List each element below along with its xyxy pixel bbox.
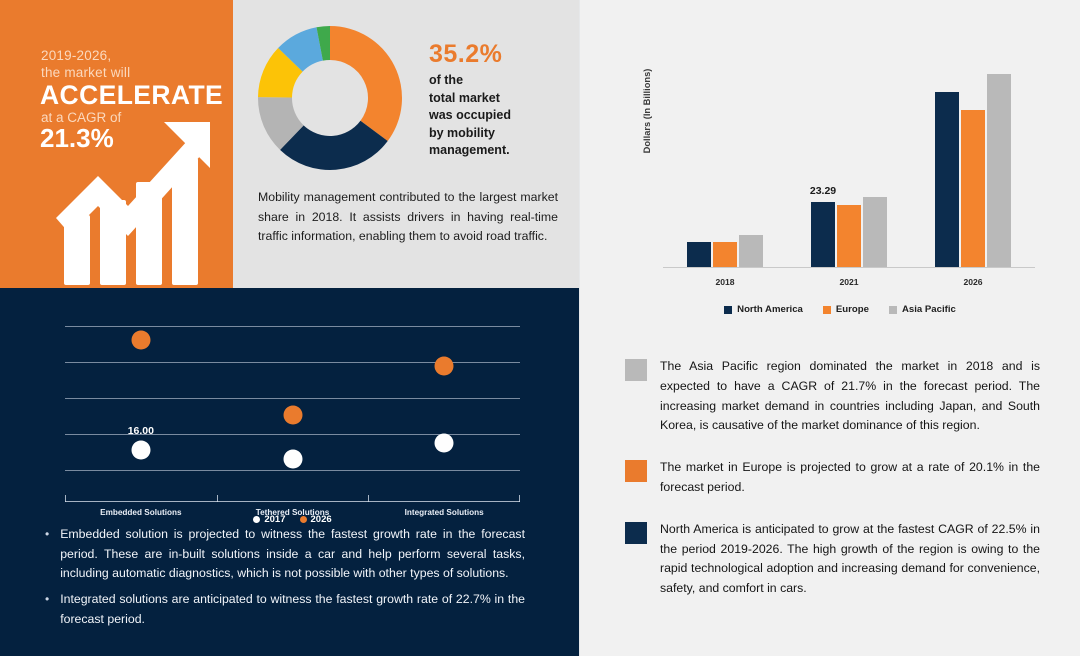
dotplot-tick xyxy=(519,495,520,502)
europe-swatch xyxy=(625,460,647,483)
dotplot-category-label: Tethered Solutions xyxy=(255,508,330,517)
left-column: 2019-2026, the market will ACCELERATE at… xyxy=(0,0,580,656)
dotplot-legend-item[interactable]: 2017 xyxy=(253,514,286,525)
dotplot-data-label: 16.00 xyxy=(127,425,154,438)
region-notes-list: The Asia Pacific region dominated the ma… xyxy=(625,357,1040,621)
bar-chart-bar xyxy=(739,234,763,267)
share-percent: 35.2% xyxy=(429,40,503,68)
dotplot-legend-label: 2017 xyxy=(264,514,286,525)
regional-revenue-bar: Dollars (In Billions) 2018 2021 2026 23.29 … xyxy=(635,58,1045,315)
bar-chart-legend: North America Europe Asia Pacific xyxy=(635,304,1045,315)
cagr-subline: at a CAGR of xyxy=(41,110,122,125)
donut-slice xyxy=(258,48,303,98)
share-desc-line-5: management. xyxy=(429,143,510,157)
bar-chart-legend-swatch xyxy=(888,305,897,314)
dotplot-gridline xyxy=(65,470,520,471)
share-description: of the total market was occupied by mobi… xyxy=(429,72,559,160)
region-note-item: The Asia Pacific region dominated the ma… xyxy=(625,357,1040,436)
dotplot-gridline xyxy=(65,326,520,327)
bar-chart-bar xyxy=(713,241,737,267)
share-desc-line-3: was occupied xyxy=(429,108,511,122)
bullet-marker-icon: • xyxy=(45,527,50,541)
solution-bullet-text: Integrated solutions are anticipated to … xyxy=(60,592,525,626)
bullet-marker-icon: • xyxy=(45,592,50,607)
market-share-block: 35.2% of the total market was occupied b… xyxy=(233,0,580,288)
solution-type-dotplot: 16.00 Embedded Solutions Tethered Solution… xyxy=(65,302,520,525)
bar-chart-bar xyxy=(935,92,959,267)
bar-chart-plot-area: 2018 2021 2026 23.29 xyxy=(663,58,1035,287)
donut-slice xyxy=(280,120,388,170)
solution-bullets: • Embedded solution is projected to witne… xyxy=(45,525,525,636)
bar-chart-bar xyxy=(837,205,861,267)
asia-pacific-swatch xyxy=(625,359,647,381)
donut-slice xyxy=(330,26,403,142)
cagr-headline: ACCELERATE xyxy=(40,80,224,110)
bar-chart-baseline xyxy=(663,267,1035,268)
donut-slice xyxy=(316,26,330,61)
dotplot-legend-swatch xyxy=(299,516,307,523)
dotplot-category-label: Integrated Solutions xyxy=(404,508,484,517)
dotplot-tick xyxy=(368,495,370,502)
cagr-panel: 2019-2026, the market will ACCELERATE at… xyxy=(0,0,233,288)
dotplot-axis xyxy=(65,501,520,502)
right-column: Dollars (In Billions) 2018 2021 2026 23.29 … xyxy=(580,0,1080,656)
bar-chart-bar xyxy=(863,197,887,267)
solution-bullet-item: • Integrated solutions are anticipated to… xyxy=(45,590,525,629)
dotplot-point xyxy=(434,356,454,376)
dotplot-legend-swatch xyxy=(253,516,261,523)
bar-chart-legend-item[interactable]: Asia Pacific xyxy=(888,304,956,315)
donut-slice xyxy=(258,97,304,150)
region-note-item: The market in Europe is projected to gro… xyxy=(625,458,1040,498)
region-note-item: North America is anticipated to grow at … xyxy=(625,520,1040,599)
cagr-intro-line: the market will xyxy=(41,65,131,80)
bar-chart-y-axis-label: Dollars (In Billions) xyxy=(642,68,652,154)
dotplot-legend: 2017 2026 xyxy=(65,514,520,525)
region-note-text: The market in Europe is projected to gro… xyxy=(660,460,1040,494)
solution-bullet-item: • Embedded solution is projected to witne… xyxy=(45,525,525,584)
dotplot-point xyxy=(283,449,302,469)
share-desc-line-2: total market xyxy=(429,90,500,105)
bar-chart-legend-swatch xyxy=(724,305,733,314)
dotplot-point xyxy=(131,330,151,350)
bar-chart-legend-item[interactable]: North America xyxy=(724,304,803,315)
solution-bullet-text: Embedded solution is projected to witnes… xyxy=(60,527,525,581)
dotplot-tick xyxy=(65,495,66,502)
bar-chart-category-label: 2021 xyxy=(839,277,859,287)
growth-arrow-bars-icon xyxy=(56,122,210,285)
market-share-donut xyxy=(255,18,405,178)
dotplot-point xyxy=(434,433,454,453)
dotplot-legend-item[interactable]: 2026 xyxy=(299,514,332,525)
bar-chart-legend-label: Asia Pacific xyxy=(901,304,956,315)
dotplot-gridline xyxy=(65,434,520,435)
cagr-period-line: 2019-2026, xyxy=(41,48,112,63)
cagr-value: 21.3% xyxy=(40,123,114,153)
donut-slice xyxy=(278,27,323,72)
bar-chart-legend-swatch xyxy=(822,305,831,314)
mobility-paragraph: Mobility management contributed to the l… xyxy=(258,190,558,243)
dotplot-category-label: Embedded Solutions xyxy=(100,508,182,517)
share-desc-line-1: of the xyxy=(429,73,464,87)
dotplot-legend-label: 2026 xyxy=(310,514,332,525)
bar-chart-bar xyxy=(811,201,835,267)
bar-chart-legend-label: North America xyxy=(737,304,803,315)
bar-chart-bar xyxy=(687,241,711,267)
bar-chart-bar xyxy=(987,73,1011,267)
bar-chart-category-label: 2018 xyxy=(715,277,735,287)
bar-chart-legend-item[interactable]: Europe xyxy=(822,304,869,315)
bar-chart-data-label: 23.29 xyxy=(809,184,837,197)
region-note-text: North America is anticipated to grow at … xyxy=(660,521,1040,596)
bar-chart-legend-label: Europe xyxy=(835,304,869,315)
dotplot-point xyxy=(131,440,151,460)
share-desc-line-4: by mobility xyxy=(429,125,495,140)
solutions-panel: 16.00 Embedded Solutions Tethered Solution… xyxy=(0,288,580,656)
dotplot-gridline xyxy=(65,362,520,363)
region-note-text: The Asia Pacific region dominated the ma… xyxy=(660,359,1040,433)
dotplot-tick xyxy=(216,495,218,502)
dotplot-point xyxy=(283,405,302,425)
dotplot-gridline xyxy=(65,398,520,399)
bar-chart-bar xyxy=(961,110,985,267)
bar-chart-category-label: 2026 xyxy=(963,277,983,287)
north-america-swatch xyxy=(625,521,647,544)
